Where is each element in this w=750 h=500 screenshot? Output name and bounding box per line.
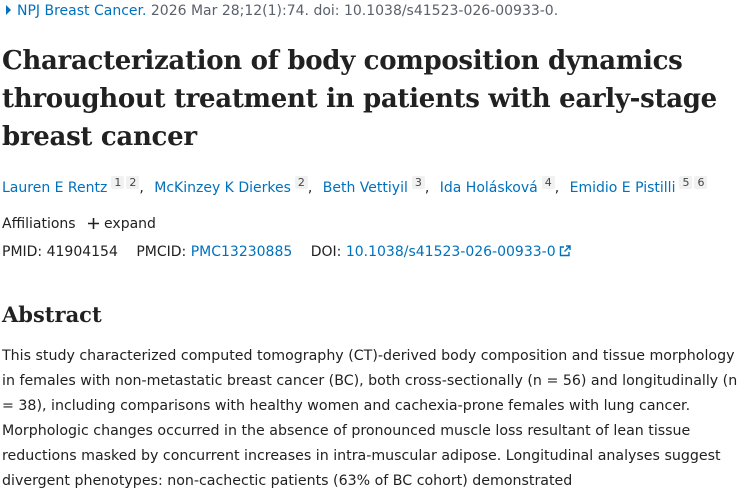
author-link[interactable]: Lauren E Rentz bbox=[2, 179, 108, 196]
affiliation-ref[interactable]: 5 bbox=[679, 176, 693, 189]
pmid-label: PMID: bbox=[2, 244, 43, 260]
journal-link[interactable]: NPJ Breast Cancer. bbox=[17, 3, 147, 19]
affiliations: Affiliations expand bbox=[2, 216, 156, 232]
abstract-heading: Abstract bbox=[2, 302, 102, 327]
affiliation-ref[interactable]: 1 bbox=[111, 176, 125, 189]
pmcid-label: PMCID: bbox=[136, 244, 187, 260]
affiliations-label: Affiliations bbox=[2, 216, 76, 232]
article-title: Characterization of body composition dyn… bbox=[2, 46, 717, 152]
pmid-value: 41904154 bbox=[46, 244, 118, 260]
affiliation-refs: 2 bbox=[293, 176, 308, 189]
affiliation-ref[interactable]: 4 bbox=[541, 176, 555, 189]
affiliation-refs: 3 bbox=[410, 176, 425, 189]
expand-toggle[interactable]: expand bbox=[88, 216, 156, 232]
plus-icon bbox=[88, 218, 100, 229]
doi-link[interactable]: 10.1038/s41523-026-00933-0 bbox=[345, 244, 556, 260]
identifiers: PMID: 41904154 PMCID: PMC13230885 DOI: 1… bbox=[2, 244, 585, 260]
author-link[interactable]: Emidio E Pistilli bbox=[569, 179, 676, 196]
author: Emidio E Pistilli 5 6 bbox=[569, 176, 708, 196]
doi-label: DOI: bbox=[310, 244, 342, 260]
external-link-icon bbox=[559, 245, 571, 257]
author-link[interactable]: McKinzey K Dierkes bbox=[154, 179, 291, 196]
affiliation-ref[interactable]: 2 bbox=[126, 176, 140, 189]
affiliation-ref[interactable]: 2 bbox=[294, 176, 308, 189]
pmcid-link[interactable]: PMC13230885 bbox=[190, 244, 293, 260]
affiliation-ref[interactable]: 3 bbox=[411, 176, 425, 189]
abstract-text: This study characterized computed tomogr… bbox=[2, 348, 738, 489]
affiliation-refs: 4 bbox=[540, 176, 555, 189]
author-link[interactable]: Ida Holásková bbox=[439, 179, 538, 196]
author-link[interactable]: Beth Vettiyil bbox=[322, 179, 408, 196]
author: Beth Vettiyil 3 bbox=[322, 176, 435, 196]
citation: NPJ Breast Cancer. 2026 Mar 28;12(1):74.… bbox=[2, 3, 558, 19]
affiliation-ref[interactable]: 6 bbox=[694, 176, 708, 189]
author: Ida Holásková 4 bbox=[439, 176, 565, 196]
author: McKinzey K Dierkes 2 bbox=[154, 176, 318, 196]
author: Lauren E Rentz 1 2 bbox=[2, 176, 150, 196]
expand-label: expand bbox=[104, 216, 156, 232]
citation-details: 2026 Mar 28;12(1):74. doi: 10.1038/s4152… bbox=[150, 3, 559, 19]
